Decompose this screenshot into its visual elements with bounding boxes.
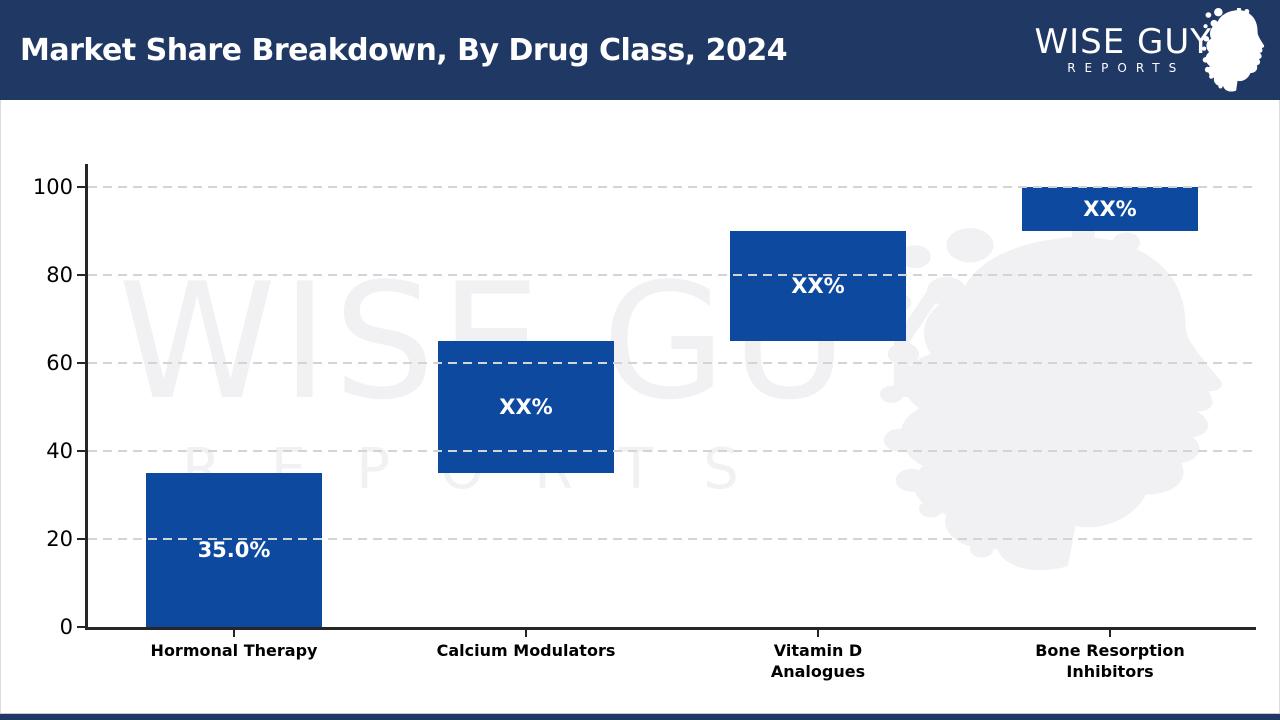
y-axis-tick [77, 186, 85, 188]
x-axis-tick [817, 630, 819, 637]
x-axis-category-label: Vitamin D Analogues [770, 641, 866, 681]
brand-logo: WISE GUY REPORTS [1034, 5, 1266, 95]
brand-subtitle: REPORTS [1067, 61, 1186, 76]
brand-logo-text: WISE GUY REPORTS [1034, 21, 1212, 76]
x-axis-tick [1109, 630, 1111, 637]
x-axis-category-label: Hormonal Therapy [150, 641, 318, 660]
gridline [88, 450, 1256, 452]
footer-bar [0, 714, 1280, 720]
footer-divider [0, 713, 1280, 714]
bar-segment[interactable] [730, 231, 906, 341]
gridline [88, 274, 1256, 276]
y-axis-tick [77, 450, 85, 452]
y-axis-tick-label: 20 [46, 527, 73, 551]
x-axis-category-label: Bone Resorption Inhibitors [1035, 641, 1185, 681]
gridline [88, 538, 1256, 540]
header: Market Share Breakdown, By Drug Class, 2… [0, 0, 1280, 100]
brand-head-icon [1202, 8, 1265, 92]
y-axis-tick-label: 40 [46, 439, 73, 463]
bar-value-label: XX% [791, 274, 845, 298]
gridline [88, 362, 1256, 364]
gridline [88, 186, 1256, 188]
y-axis-tick-label: 0 [59, 615, 73, 639]
bar-value-label: XX% [499, 395, 553, 419]
y-axis-tick [77, 274, 85, 276]
y-axis-tick-label: 80 [46, 263, 73, 287]
brand-name: WISE GUY [1034, 21, 1212, 62]
x-axis-category-label: Calcium Modulators [436, 641, 616, 660]
y-axis-tick-label: 100 [32, 175, 73, 199]
x-axis-line [85, 627, 1256, 630]
bar-value-label: 35.0% [197, 538, 271, 562]
bar-segment[interactable] [146, 473, 322, 627]
y-axis-tick-label: 60 [46, 351, 73, 375]
x-axis-tick [525, 630, 527, 637]
bar-segment[interactable] [1022, 187, 1198, 231]
y-axis-line [85, 164, 88, 630]
left-border [0, 100, 1, 713]
x-axis-tick [233, 630, 235, 637]
y-axis-tick [77, 626, 85, 628]
y-axis-tick [77, 362, 85, 364]
chart-title: Market Share Breakdown, By Drug Class, 2… [20, 32, 788, 68]
bar-value-label: XX% [1083, 197, 1137, 221]
y-axis-tick [77, 538, 85, 540]
